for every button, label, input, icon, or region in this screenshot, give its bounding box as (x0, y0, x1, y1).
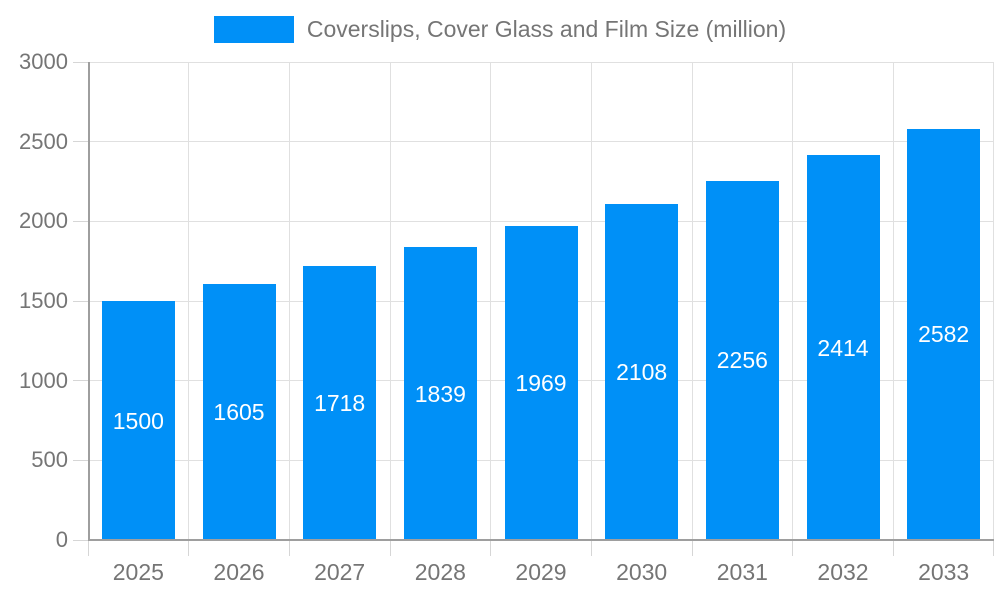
x-axis-tick-label: 2032 (817, 559, 869, 585)
bar-value-label: 2582 (918, 321, 970, 348)
bar[interactable] (705, 180, 779, 540)
bar[interactable] (806, 155, 880, 540)
y-axis-tick-label: 0 (55, 527, 68, 552)
h-gridline (88, 61, 994, 63)
x-tick (792, 540, 794, 556)
x-axis-tick-label: 2028 (414, 559, 466, 585)
y-axis-line (88, 62, 90, 540)
x-tick (590, 540, 592, 556)
x-axis-tick-label: 2033 (918, 559, 970, 585)
bar[interactable] (101, 301, 175, 540)
y-axis-tick-label: 2000 (19, 208, 68, 234)
legend-label: Coverslips, Cover Glass and Film Size (m… (306, 16, 787, 42)
x-axis-tick-label: 2029 (515, 559, 567, 585)
x-tick (490, 540, 492, 556)
x-axis-line (88, 539, 994, 541)
h-gridline (88, 220, 994, 222)
v-gridline (792, 62, 794, 540)
legend-swatch (213, 16, 294, 43)
v-gridline (892, 62, 894, 540)
bar[interactable] (202, 284, 276, 540)
bar[interactable] (403, 247, 477, 540)
plot-area: 0 500 1000 1500 2000 2500 3000 1500 2025 1605 2026… (19, 49, 994, 585)
legend: Coverslips, Cover Glass and Film Size (m… (0, 16, 1000, 43)
y-tick (73, 220, 88, 222)
y-axis-tick-label: 3000 (19, 49, 68, 74)
x-axis-tick-label: 2027 (314, 559, 366, 585)
bar-value-label: 2414 (817, 334, 869, 361)
bar[interactable] (303, 266, 377, 540)
x-tick (87, 540, 89, 556)
v-gridline (389, 62, 391, 540)
x-tick (992, 540, 994, 556)
bar-value-label: 1718 (314, 390, 366, 417)
bar-value-label: 1605 (213, 399, 265, 426)
bar-value-label: 1969 (515, 370, 567, 397)
y-axis-tick-label: 2500 (19, 128, 68, 154)
v-gridline (590, 62, 592, 540)
bar-value-label: 2256 (716, 347, 768, 374)
bar-value-label: 2108 (616, 359, 668, 386)
x-axis-tick-label: 2030 (616, 559, 668, 585)
bar[interactable] (605, 204, 679, 540)
x-axis-tick-label: 2025 (112, 559, 164, 585)
v-gridline (188, 62, 190, 540)
v-gridline (992, 62, 994, 540)
y-tick (73, 141, 88, 143)
x-tick (288, 540, 290, 556)
h-gridline (88, 141, 994, 143)
y-tick (73, 459, 88, 461)
x-tick (188, 540, 190, 556)
x-tick (389, 540, 391, 556)
x-axis-tick-label: 2026 (213, 559, 265, 585)
y-tick (73, 380, 88, 382)
y-axis-tick-label: 500 (31, 447, 68, 473)
bar-value-label: 1500 (112, 407, 164, 434)
bar[interactable] (504, 226, 578, 540)
x-tick (892, 540, 894, 556)
bar-value-label: 1839 (414, 380, 466, 407)
x-tick (691, 540, 693, 556)
v-gridline (288, 62, 290, 540)
bar[interactable] (907, 128, 981, 540)
y-tick (73, 300, 88, 302)
v-gridline (490, 62, 492, 540)
y-axis-tick-label: 1000 (19, 367, 68, 393)
v-gridline (691, 62, 693, 540)
y-tick (73, 61, 88, 63)
y-axis-tick-label: 1500 (19, 288, 68, 313)
x-axis-tick-label: 2031 (716, 559, 768, 585)
y-tick (73, 539, 88, 541)
